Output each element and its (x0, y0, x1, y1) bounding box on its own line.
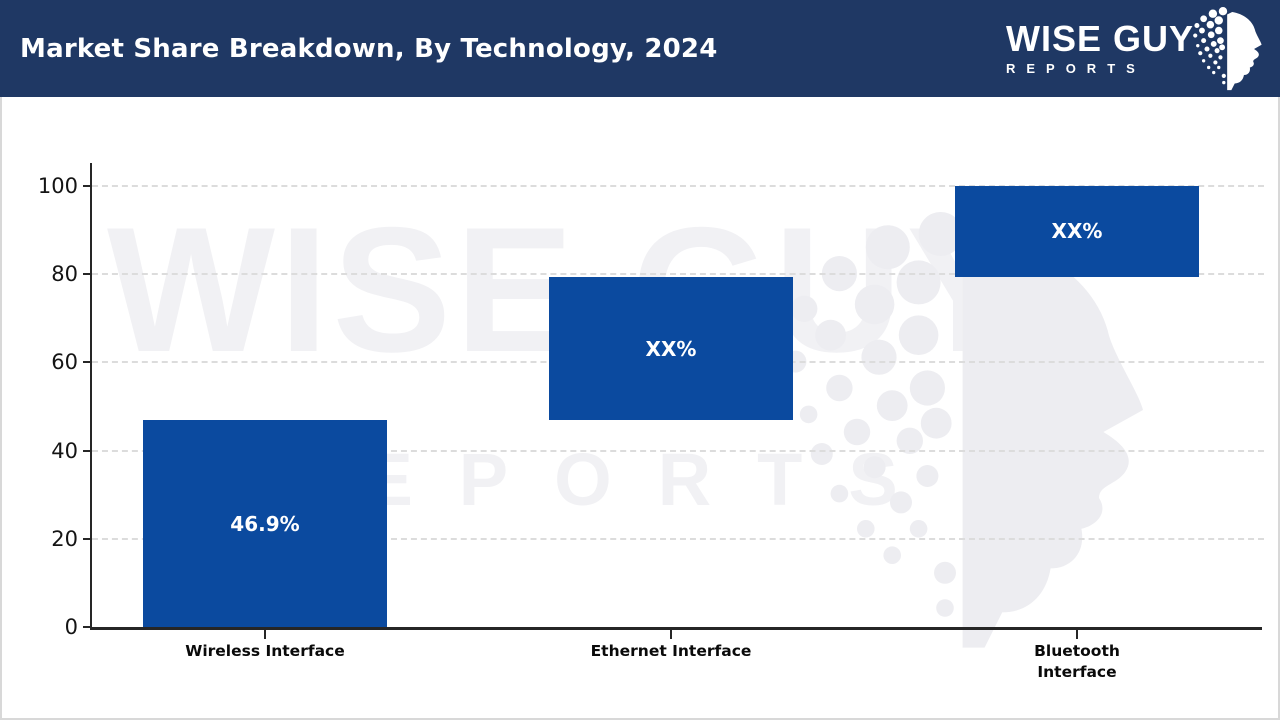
x-tick-label: Wireless Interface (155, 641, 375, 662)
y-tick-mark (83, 273, 91, 276)
x-tick-label-line: Bluetooth (1034, 642, 1120, 660)
bar-value-label: XX% (645, 336, 697, 361)
y-tick-label: 40 (51, 438, 78, 463)
y-tick-label: 80 (51, 262, 78, 287)
x-tick-label-line: Interface (1037, 662, 1117, 681)
x-tick-mark (670, 630, 672, 639)
y-tick-label: 0 (64, 615, 78, 639)
bar (955, 186, 1199, 277)
y-gridline (92, 449, 1264, 452)
wise-guy-reports-logo: WISE GUY REPORTS (1005, 6, 1266, 91)
y-tick-mark (83, 361, 91, 364)
y-gridline (92, 185, 1264, 187)
y-tick-label: 60 (51, 350, 78, 375)
chart-body: WISE GUY REPORTS 0 20 40 60 80 100 46.9% Wirele… (0, 97, 1280, 720)
y-gridline (92, 537, 1264, 540)
x-tick-mark (264, 630, 266, 639)
header-band: Market Share Breakdown, By Technology, 2… (0, 0, 1280, 97)
bar-value-label: 46.9% (230, 511, 300, 536)
x-tick-label-line: Wireless Interface (185, 642, 345, 660)
y-tick-mark (83, 185, 91, 187)
page-title: Market Share Breakdown, By Technology, 2… (20, 33, 718, 64)
dotted-head-profile-icon (1193, 6, 1262, 90)
bar-value-label: XX% (1051, 219, 1103, 244)
y-axis-line (90, 163, 92, 629)
x-tick-mark (1076, 630, 1078, 639)
y-gridline (92, 273, 1264, 276)
bar (549, 276, 793, 421)
x-tick-label: Ethernet Interface (561, 641, 781, 662)
logo-subtitle: REPORTS (1005, 61, 1146, 76)
x-tick-label-line: Ethernet Interface (590, 642, 752, 660)
bar (143, 420, 387, 627)
y-tick-mark (83, 449, 91, 452)
x-axis-line (90, 627, 1262, 630)
y-tick-label: 20 (51, 526, 78, 551)
logo-wordmark: WISE GUY (1005, 18, 1194, 59)
y-tick-label: 100 (37, 174, 78, 198)
logo-text: WISE GUY REPORTS (1005, 18, 1194, 77)
x-tick-label: Bluetooth Interface (967, 641, 1187, 683)
plot-area: 0 20 40 60 80 100 46.9% Wireless Interface XX% Et… (2, 97, 1278, 718)
y-tick-mark (83, 626, 91, 628)
y-tick-mark (83, 537, 91, 540)
